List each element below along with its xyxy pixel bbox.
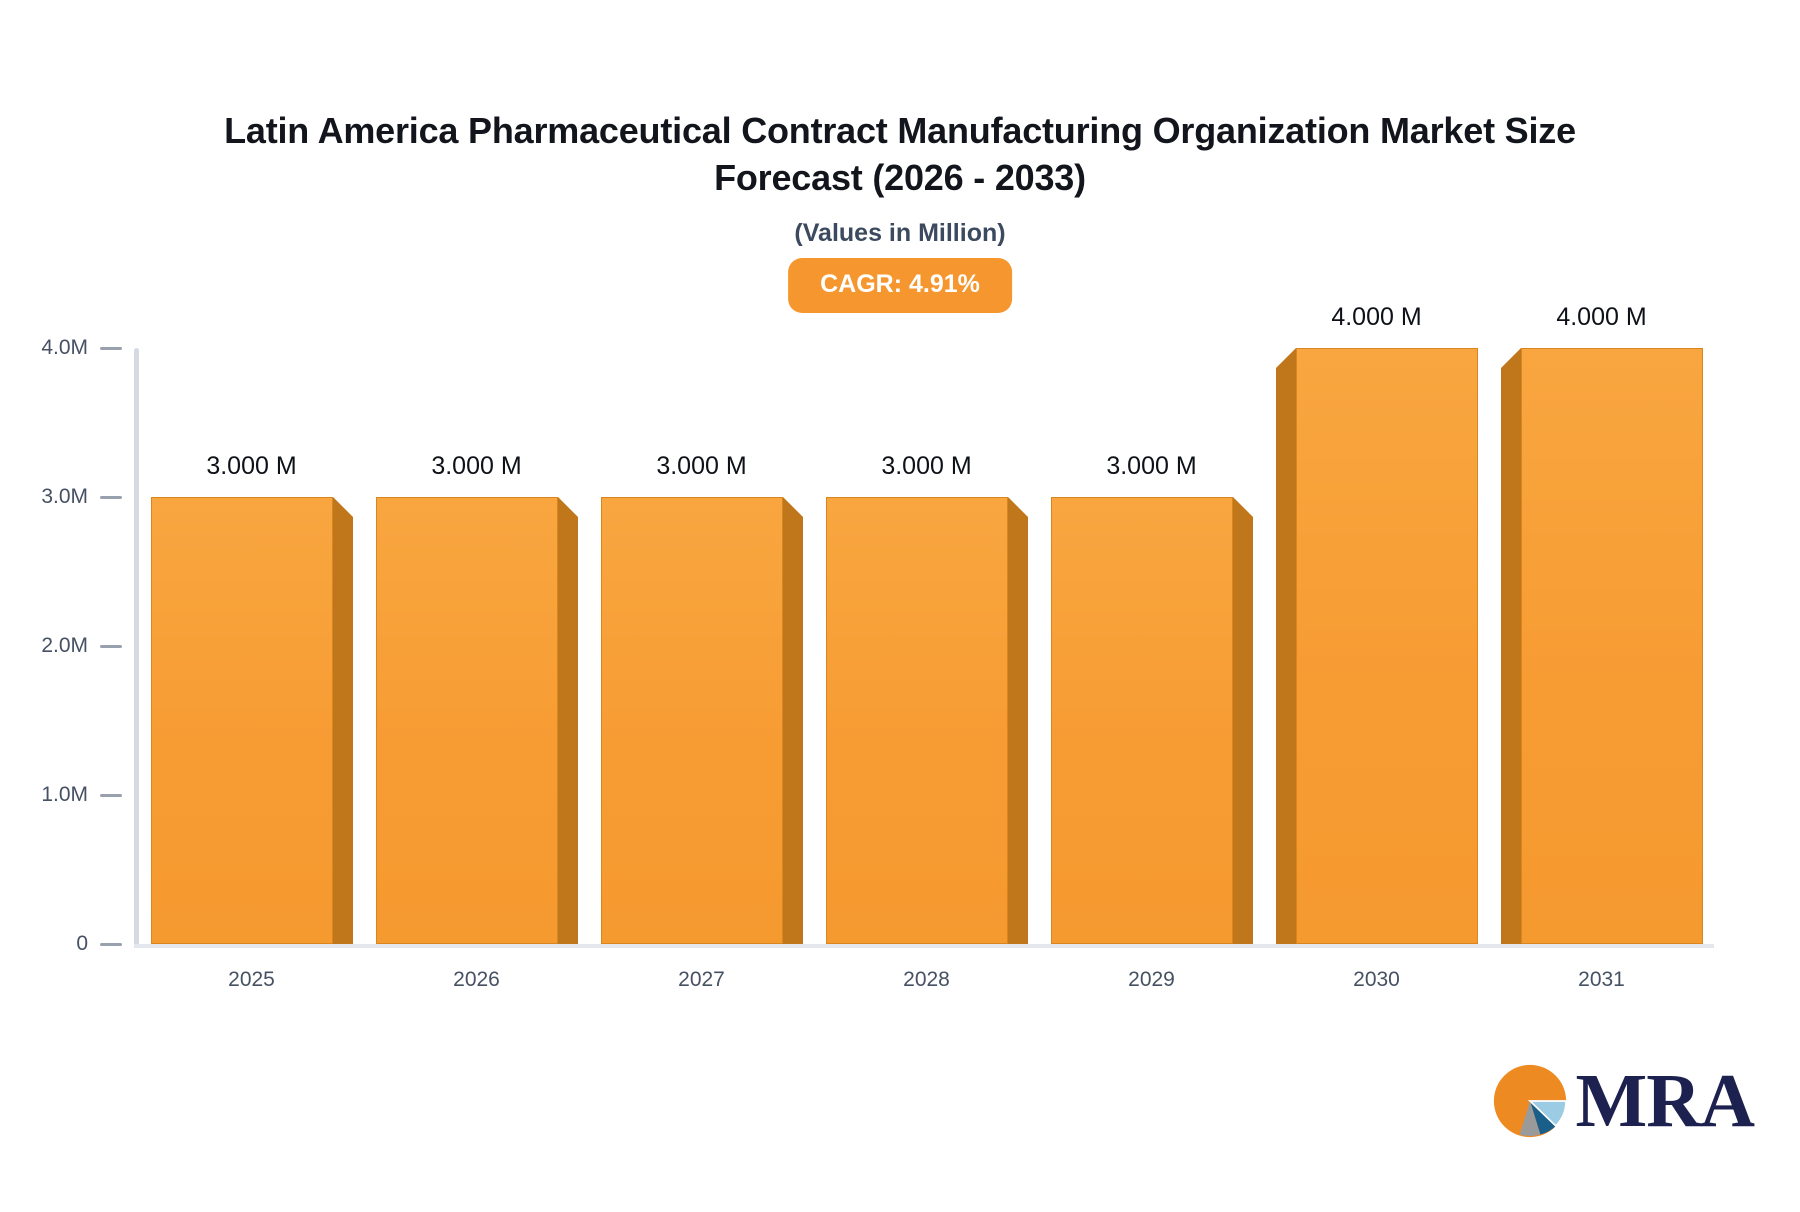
bar-3d-face-2029 bbox=[1232, 497, 1253, 944]
bar-3d-face-2028 bbox=[1007, 497, 1028, 944]
bar-2029[interactable] bbox=[1050, 497, 1233, 944]
y-axis-tick-mark bbox=[100, 794, 122, 797]
x-axis-label-2029: 2029 bbox=[1128, 968, 1175, 991]
chart-subtitle: (Values in Million) bbox=[794, 218, 1006, 247]
x-axis-label-2025: 2025 bbox=[228, 968, 275, 991]
bar-2026[interactable] bbox=[375, 497, 558, 944]
bar-3d-face-2031 bbox=[1500, 348, 1521, 944]
y-axis-tick-label: 0 bbox=[76, 932, 88, 955]
logo-wordmark: MRA bbox=[1575, 1059, 1755, 1143]
cagr-badge: CAGR: 4.91% bbox=[788, 258, 1012, 313]
bar-2031[interactable] bbox=[1520, 348, 1703, 944]
x-axis-label-2030: 2030 bbox=[1353, 968, 1400, 991]
bar-value-label-2027: 3.000 M bbox=[656, 452, 747, 480]
bar-2027[interactable] bbox=[600, 497, 783, 944]
bar-2030[interactable] bbox=[1295, 348, 1478, 944]
bar-3d-face-2025 bbox=[332, 497, 353, 944]
x-axis-label-2031: 2031 bbox=[1578, 968, 1625, 991]
pie-chart-icon bbox=[1494, 1064, 1568, 1138]
bar-3d-face-2027 bbox=[782, 497, 803, 944]
x-axis-label-2026: 2026 bbox=[453, 968, 500, 991]
bar-value-label-2025: 3.000 M bbox=[206, 452, 297, 480]
bar-2028[interactable] bbox=[825, 497, 1008, 944]
brand-logo: MRA bbox=[1487, 1058, 1755, 1144]
y-axis-tick-label: 1.0M bbox=[41, 783, 88, 806]
bar-value-label-2028: 3.000 M bbox=[881, 452, 972, 480]
bar-3d-face-2026 bbox=[557, 497, 578, 944]
bar-2025[interactable] bbox=[150, 497, 333, 944]
bar-value-label-2031: 4.000 M bbox=[1556, 303, 1647, 331]
page-title: Latin America Pharmaceutical Contract Ma… bbox=[224, 110, 1576, 198]
y-axis-line bbox=[134, 348, 139, 948]
y-axis-tick-label: 2.0M bbox=[41, 634, 88, 657]
bar-value-label-2029: 3.000 M bbox=[1106, 452, 1197, 480]
title-block: Latin America Pharmaceutical Contract Ma… bbox=[100, 108, 1700, 248]
bar-3d-face-2030 bbox=[1275, 348, 1296, 944]
x-axis-label-2028: 2028 bbox=[903, 968, 950, 991]
x-axis-label-2027: 2027 bbox=[678, 968, 725, 991]
y-axis-tick-mark bbox=[100, 496, 122, 499]
bar-value-label-2030: 4.000 M bbox=[1331, 303, 1422, 331]
y-axis-tick-label: 4.0M bbox=[41, 336, 88, 359]
y-axis-tick-label: 3.0M bbox=[41, 485, 88, 508]
y-axis-tick-mark bbox=[100, 347, 122, 350]
x-axis-baseline bbox=[134, 944, 1714, 948]
y-axis-tick-mark bbox=[100, 943, 122, 946]
bar-value-label-2026: 3.000 M bbox=[431, 452, 522, 480]
y-axis-tick-mark bbox=[100, 645, 122, 648]
